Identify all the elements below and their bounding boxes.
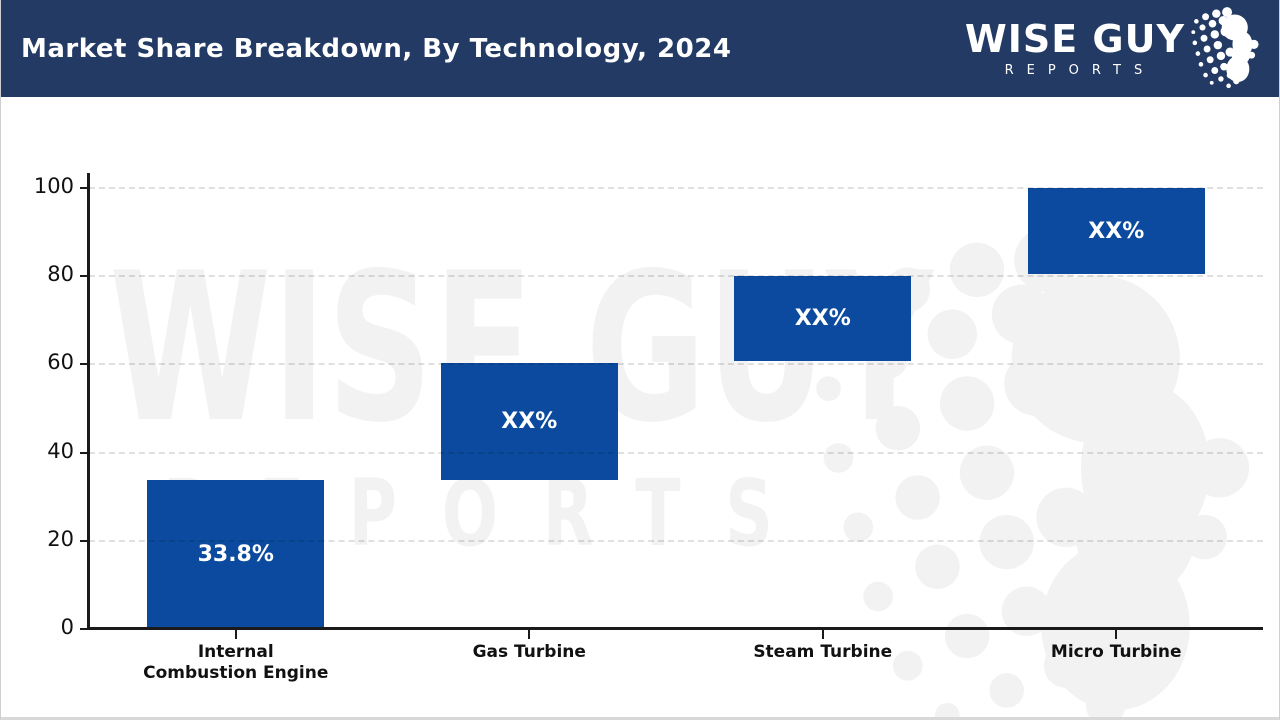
wiseguy-logo: WISE GUY REPORTS [965, 6, 1261, 92]
x-tick-gas-turbine [528, 630, 531, 639]
y-tick-40 [80, 451, 89, 454]
x-axis-line [87, 627, 1263, 630]
gridline-60 [89, 363, 1263, 366]
gridline-100 [89, 187, 1263, 189]
bar-micro-turbine: XX% [1027, 188, 1205, 275]
plot-area: 0 20 40 60 80 100 33.8% Internal Combustion Engi… [1, 97, 1279, 717]
gridline-80 [89, 275, 1263, 278]
x-label-line: Steam Turbine [753, 642, 893, 662]
logo-wordmark: WISE GUY [964, 16, 1185, 61]
x-label-line: Micro Turbine [1050, 642, 1182, 662]
x-tick-internal-combustion-engine [234, 630, 237, 639]
logo-subtitle: REPORTS [1004, 62, 1156, 78]
bottom-border [1, 717, 1279, 720]
bar-gas-turbine: XX% [440, 363, 618, 480]
x-label-line: Internal [197, 642, 274, 662]
y-tick-label-20: 20 [47, 526, 74, 551]
wiseguy-head-icon [1191, 6, 1259, 88]
y-tick-80 [80, 275, 89, 278]
gridline-40 [89, 451, 1263, 454]
y-tick-60 [80, 363, 89, 366]
y-tick-label-40: 40 [47, 438, 74, 463]
x-label-line: Combustion Engine [143, 663, 329, 683]
y-tick-0 [80, 628, 89, 630]
bar-internal-combustion-engine: 33.8% [147, 479, 325, 629]
bar-value-label-gas-turbine: XX% [501, 408, 558, 434]
x-tick-micro-turbine [1115, 630, 1118, 639]
gridline-20 [89, 539, 1263, 542]
chart-title: Market Share Breakdown, By Technology, 2… [21, 33, 732, 64]
bar-value-label-micro-turbine: XX% [1088, 218, 1145, 244]
y-axis-line [87, 173, 90, 630]
bar-steam-turbine: XX% [734, 276, 912, 361]
y-tick-20 [80, 539, 89, 542]
x-label-internal-combustion-engine: Internal Combustion Engine [106, 642, 366, 684]
x-label-line: Gas Turbine [472, 642, 586, 662]
x-tick-steam-turbine [821, 630, 824, 639]
x-label-micro-turbine: Micro Turbine [986, 642, 1246, 663]
y-tick-label-80: 80 [47, 262, 74, 287]
chart-area: WISE GUY REPORTS 0 20 40 60 80 100 33.8% Intern… [1, 97, 1279, 717]
logo-text-block: WISE GUY REPORTS [965, 20, 1185, 78]
y-tick-label-100: 100 [33, 174, 74, 198]
y-tick-label-60: 60 [47, 350, 74, 375]
x-label-gas-turbine: Gas Turbine [399, 642, 659, 663]
y-tick-label-0: 0 [60, 615, 74, 639]
header-bar: Market Share Breakdown, By Technology, 2… [1, 0, 1279, 97]
bar-value-label-steam-turbine: XX% [794, 306, 851, 332]
x-label-steam-turbine: Steam Turbine [693, 642, 953, 663]
y-tick-100 [80, 187, 89, 189]
bar-value-label-internal-combustion-engine: 33.8% [197, 541, 274, 567]
